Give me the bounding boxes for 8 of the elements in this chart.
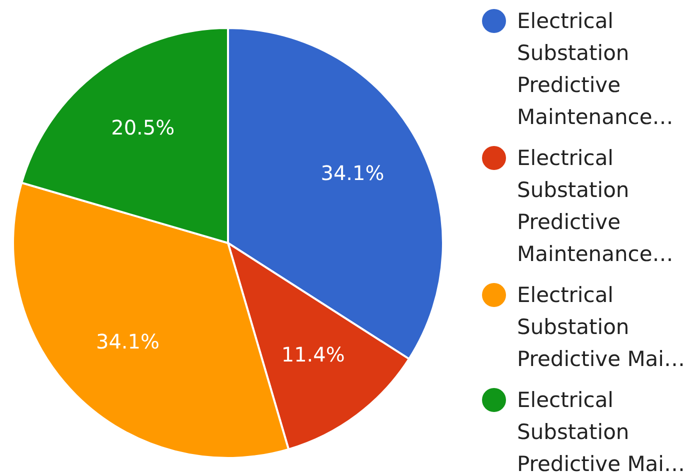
data-label: 20.5%: [111, 116, 175, 140]
legend-label: Electrical Substation Predictive Mai…: [517, 387, 686, 474]
data-label: 34.1%: [96, 330, 160, 354]
legend-label: Electrical Substation Predictive Maintenance…: [517, 145, 674, 268]
data-label: 34.1%: [320, 161, 384, 186]
legend-label: Electrical Substation Predictive Maintenance…: [517, 8, 674, 131]
data-label: 11.4%: [281, 342, 345, 367]
legend-label: Electrical Substation Predictive Mai…: [517, 282, 686, 373]
